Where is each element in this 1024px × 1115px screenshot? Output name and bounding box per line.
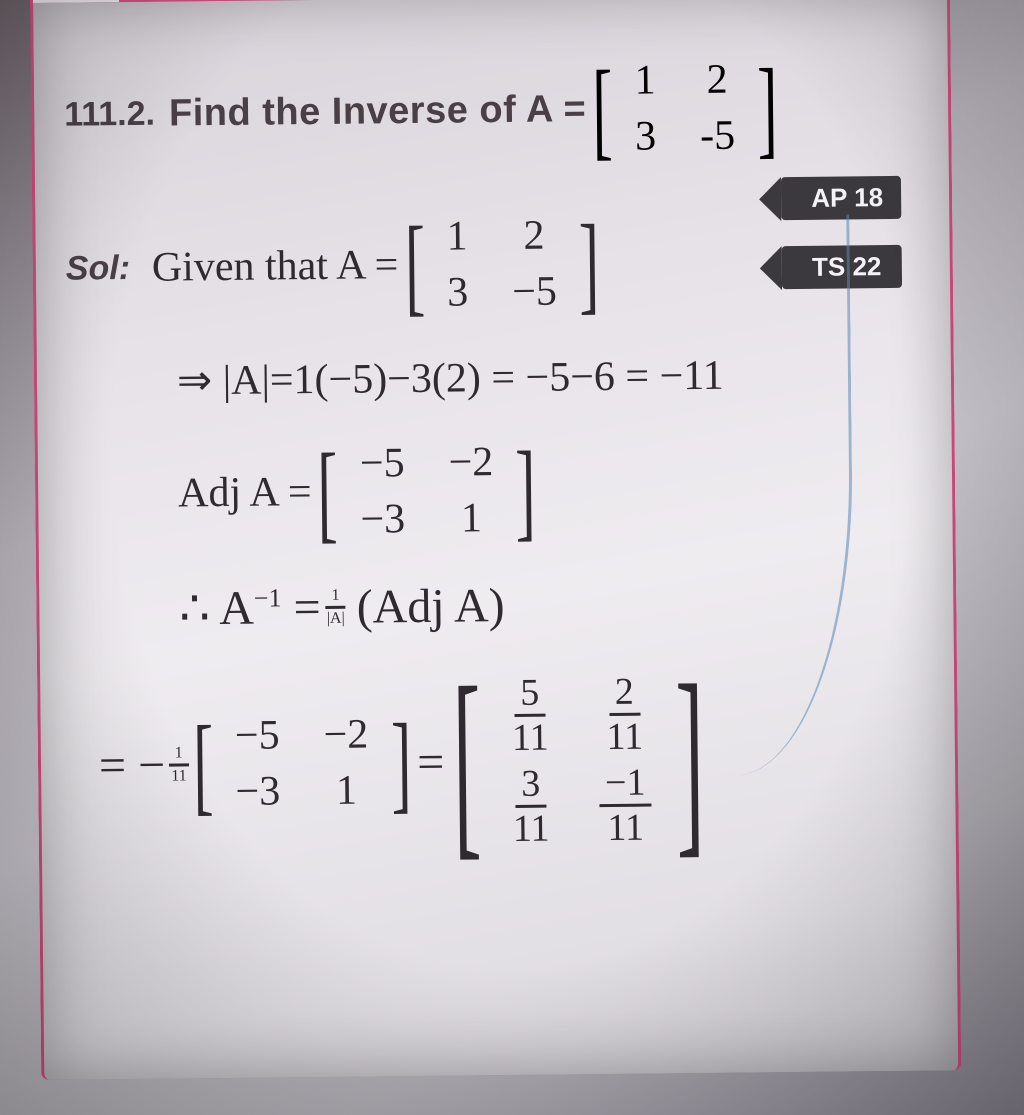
tag-ts22: TS 22	[782, 245, 902, 289]
given-that-text: Given that A =	[152, 241, 399, 292]
q-m11: -5	[678, 107, 758, 164]
tag-ap18: AP 18	[781, 176, 901, 220]
question-line: 111.2. Find the Inverse of A = [ 1 2 3 -…	[64, 50, 909, 171]
final-matrix-1: [ −5 −2 −3 1 ]	[192, 706, 412, 820]
adj-line: Adj A = [ −5 −2 −3 1 ]	[68, 430, 913, 551]
textbook-page: 86 111.2. Find the Inverse of A = [ 1 2 …	[30, 0, 961, 1080]
scalar-neg-one-eleventh: 1 11	[165, 745, 193, 784]
q-m00: 1	[612, 52, 678, 109]
q-m10: 3	[613, 108, 679, 165]
question-matrix: [ 1 2 3 -5 ]	[592, 51, 778, 165]
question-text: Find the Inverse of A =	[169, 88, 587, 135]
one-over-detA: 1 |A|	[320, 587, 350, 626]
exam-tags: AP 18 TS 22	[781, 176, 902, 315]
inverse-formula-line: ∴ A−1 = 1 |A| (Adj A)	[69, 566, 914, 645]
q-m01: 2	[677, 51, 757, 108]
given-matrix: [ 1 2 3 −5 ]	[404, 207, 600, 321]
determinant-line: ⇒ |A|=1(−5)−3(2) = −5−6 = −11	[67, 338, 912, 417]
final-answer-line: = − 1 11 [ −5 −2 −3 1 ]	[70, 666, 916, 857]
equals-sign: =	[417, 734, 445, 789]
solution-label: Sol:	[66, 248, 152, 288]
question-number: 111.2.	[64, 94, 155, 134]
page-tab: 86	[30, 0, 122, 3]
final-matrix-2: [ 511 211 311	[449, 668, 708, 853]
adj-matrix: [ −5 −2 −3 1 ]	[317, 434, 537, 548]
